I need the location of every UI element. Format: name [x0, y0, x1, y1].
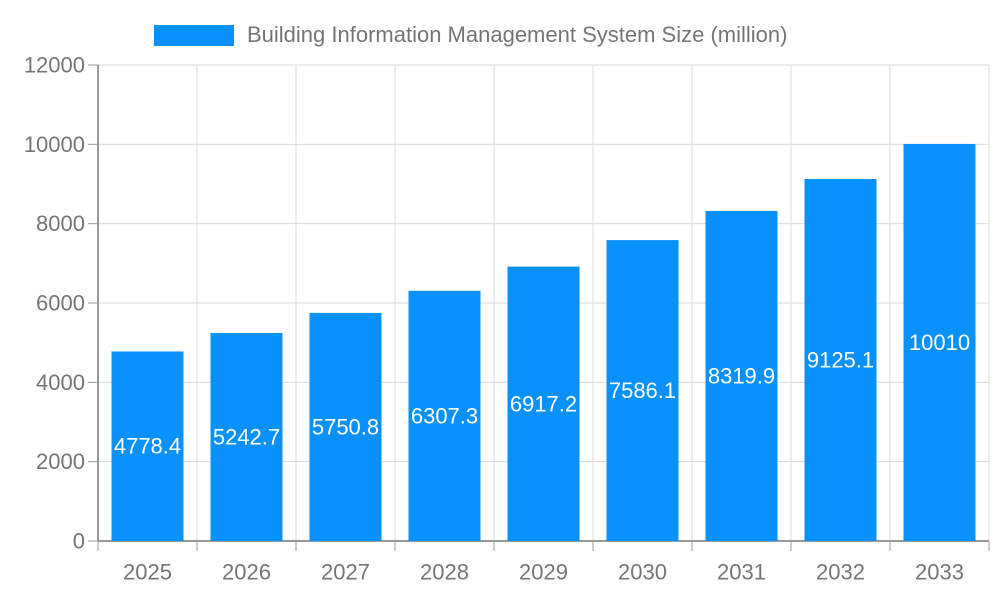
y-tick-label: 6000: [36, 291, 85, 316]
x-tick-label: 2031: [717, 560, 766, 585]
legend-swatch: [154, 24, 234, 46]
bar-value-label: 9125.1: [807, 348, 874, 373]
bar-value-label: 10010: [909, 330, 970, 355]
bar-value-label: 5242.7: [213, 425, 280, 450]
x-tick-label: 2029: [519, 560, 568, 585]
bar-2031[interactable]: [705, 210, 778, 541]
bar-2028[interactable]: [408, 290, 481, 541]
legend-label: Building Information Management System S…: [247, 22, 788, 47]
bar-2026[interactable]: [210, 333, 283, 541]
bar-value-label: 6307.3: [411, 403, 478, 428]
bar-value-label: 7586.1: [609, 378, 676, 403]
y-tick-label: 12000: [24, 53, 85, 78]
bar-value-label: 5750.8: [312, 414, 379, 439]
y-tick-label: 4000: [36, 370, 85, 395]
y-tick-label: 2000: [36, 449, 85, 474]
x-tick-label: 2032: [816, 560, 865, 585]
bar-value-label: 8319.9: [708, 363, 775, 388]
y-tick-label: 10000: [24, 132, 85, 157]
x-tick-label: 2025: [123, 560, 172, 585]
bar-2032[interactable]: [804, 179, 877, 541]
bar-2030[interactable]: [606, 240, 679, 541]
bar-value-label: 4778.4: [114, 434, 181, 459]
bar-2027[interactable]: [309, 312, 382, 541]
x-tick-label: 2028: [420, 560, 469, 585]
bar-2025[interactable]: [111, 351, 184, 541]
bar-2029[interactable]: [507, 266, 580, 541]
y-tick-label: 8000: [36, 211, 85, 236]
x-tick-label: 2027: [321, 560, 370, 585]
legend-item[interactable]: Building Information Management System S…: [154, 22, 787, 48]
bar-value-label: 6917.2: [510, 391, 577, 416]
x-tick-label: 2030: [618, 560, 667, 585]
bar-2033[interactable]: [903, 143, 976, 542]
x-tick-label: 2026: [222, 560, 271, 585]
x-tick-label: 2033: [915, 560, 964, 585]
y-tick-label: 0: [73, 529, 85, 554]
